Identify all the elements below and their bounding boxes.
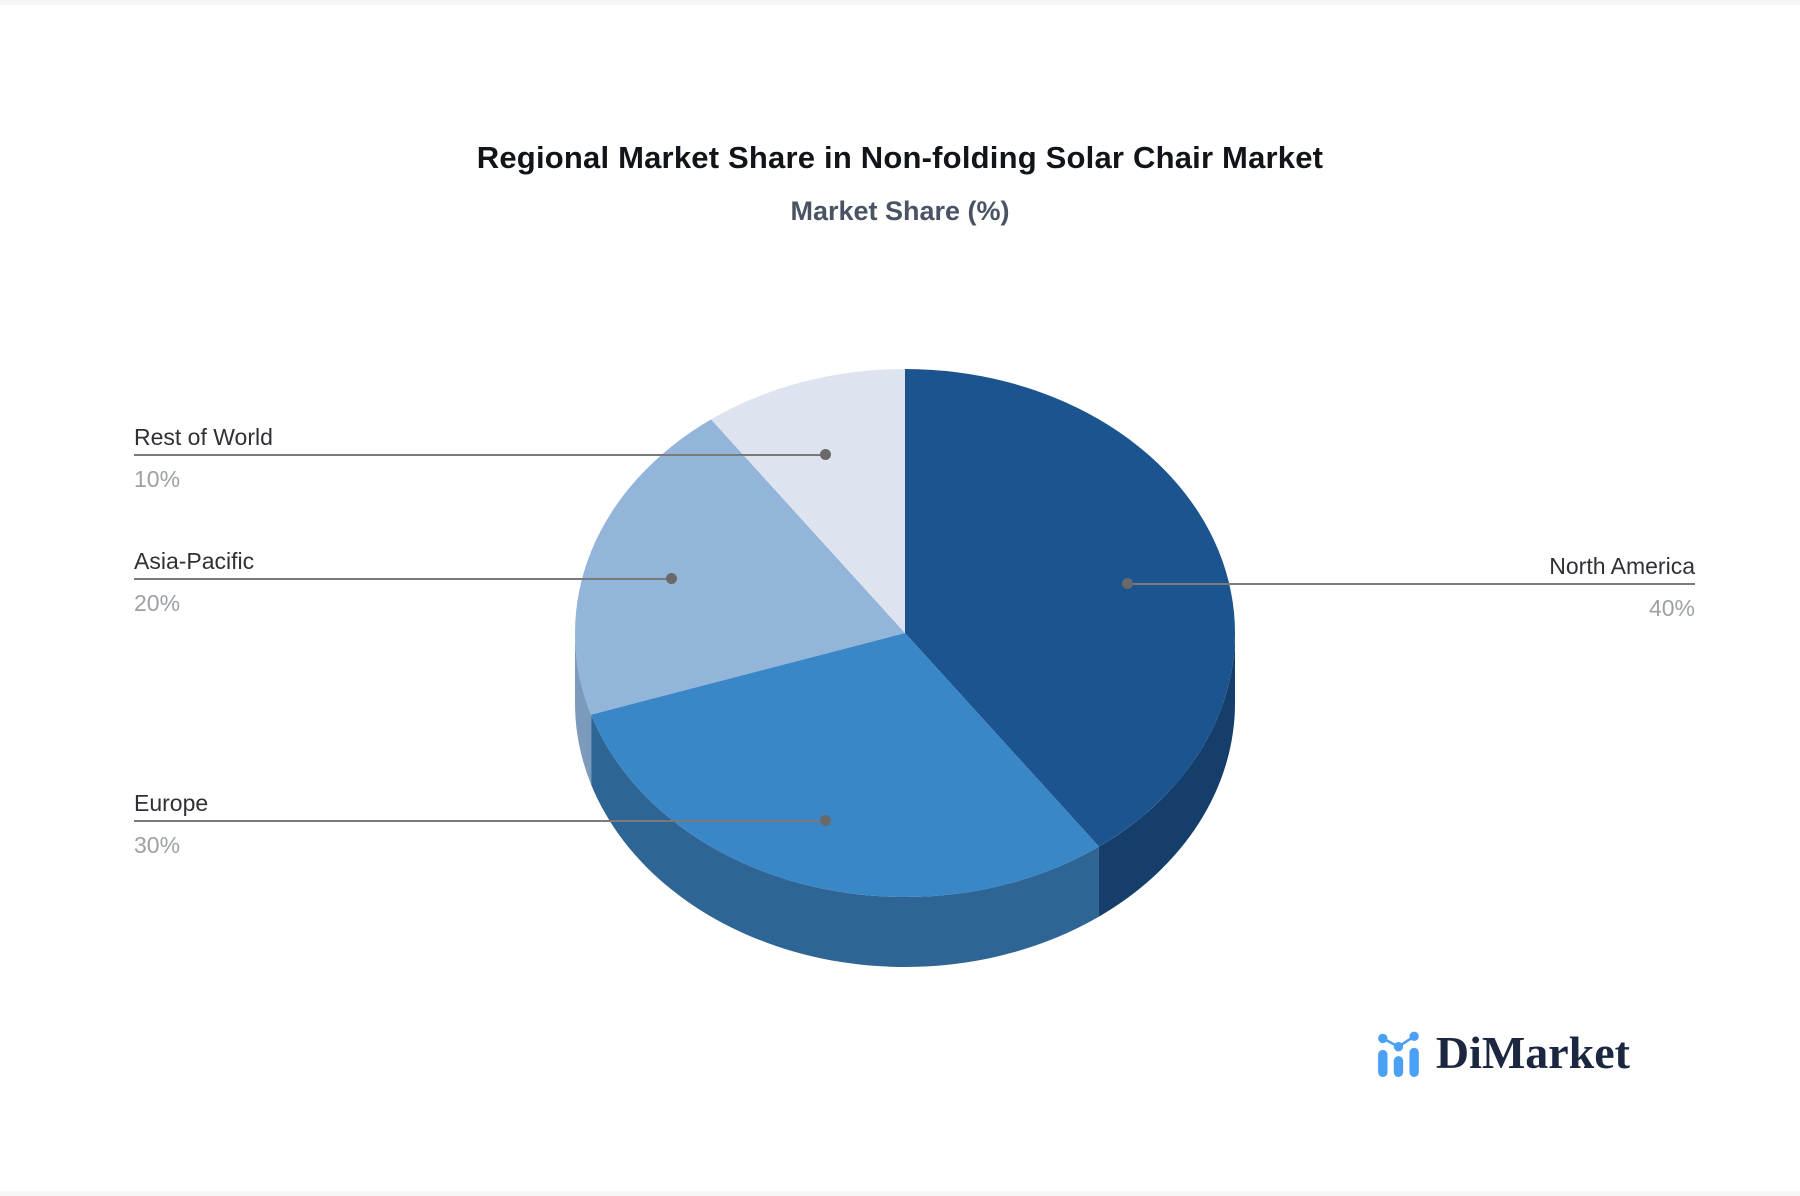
leader-line [1122, 578, 1695, 589]
slice-label: Rest of World [134, 424, 273, 450]
bottom-edge-strip [0, 1191, 1800, 1196]
leader-line [134, 449, 831, 460]
logo-text: DiMarket [1435, 1027, 1630, 1078]
slice-value: 10% [134, 466, 181, 492]
pie-slice-rest-of-world[interactable] [711, 369, 905, 633]
leader-dot [666, 573, 677, 584]
leader-dot [820, 449, 831, 460]
callout-europe: Europe 30% [134, 788, 831, 858]
callout-asia-pacific: Asia-Pacific 20% [134, 546, 677, 616]
chart-subtitle: Market Share (%) [790, 196, 1010, 226]
leader-line [134, 573, 677, 584]
pie-slice-asia-pacific[interactable] [575, 419, 905, 715]
logo: DiMarket [1376, 1026, 1630, 1079]
top-edge-strip [0, 0, 1800, 5]
pie-slice-europe[interactable] [591, 633, 1099, 897]
pie-slice-north-america-side[interactable] [1098, 633, 1235, 917]
slice-value: 30% [134, 832, 181, 858]
slice-value: 40% [1648, 595, 1695, 621]
slice-value: 20% [134, 590, 181, 616]
leader-line [134, 815, 831, 826]
pie-slice-asia-pacific-side[interactable] [575, 633, 592, 785]
slice-label: North America [1549, 553, 1695, 579]
chart-title: Regional Market Share in Non-folding Sol… [476, 140, 1324, 175]
pie-slice-europe-side[interactable] [591, 714, 1099, 967]
logo-bars-icon [1377, 1031, 1419, 1077]
callout-rest-of-world: Rest of World 10% [134, 422, 831, 492]
callout-north-america: North America 40% [1122, 551, 1695, 621]
leader-dot [1122, 578, 1133, 589]
slice-label: Asia-Pacific [134, 548, 255, 574]
leader-dot [820, 815, 831, 826]
slice-label: Europe [134, 790, 209, 816]
pie-slice-north-america[interactable] [905, 369, 1235, 847]
